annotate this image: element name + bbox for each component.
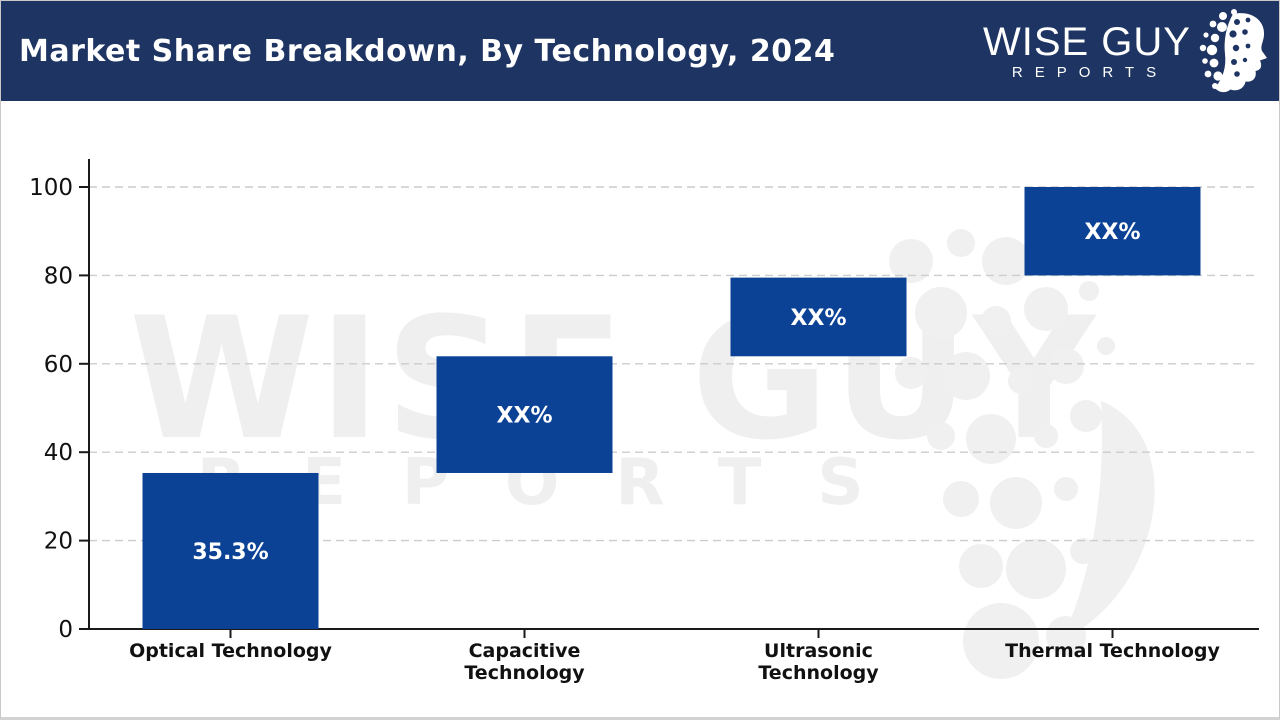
x-category-label: Ultrasonic	[764, 640, 873, 662]
logo-name: WISE GUY	[982, 20, 1191, 64]
bar-value-label: 35.3%	[192, 540, 268, 565]
logo-text: WISE GUY REPORTS	[983, 20, 1191, 82]
x-category-label: Technology	[758, 662, 879, 684]
bar-value-label: XX%	[791, 306, 847, 331]
y-tick-label: 0	[58, 617, 73, 643]
y-tick-label: 60	[44, 352, 73, 378]
y-tick-label: 100	[29, 175, 73, 201]
bar-chart: 0 20 40 60 80 100 35.3% Optical Technology XX% Ca…	[29, 159, 1259, 684]
plot-area: WISE GUY REPORTS 0 20 40 60	[1, 101, 1279, 717]
x-category-label: Thermal Technology	[1005, 640, 1220, 662]
bar-value-label: XX%	[1085, 220, 1141, 245]
wise-guy-logo: WISE GUY REPORTS	[983, 8, 1279, 94]
y-tick-label: 20	[44, 529, 73, 555]
y-tick-label: 40	[44, 440, 73, 466]
bar-capacitive-technology	[436, 356, 613, 473]
bar-thermal-technology	[1024, 187, 1201, 276]
bar-optical-technology	[142, 472, 319, 629]
dotted-head-icon	[1199, 9, 1267, 93]
y-tick-label: 80	[44, 263, 73, 289]
logo-subtitle: REPORTS	[1011, 64, 1169, 81]
x-category-label: Technology	[464, 662, 585, 684]
header: Market Share Breakdown, By Technology, 2…	[1, 1, 1279, 101]
bar-ultrasonic-technology	[730, 277, 907, 357]
chart-title: Market Share Breakdown, By Technology, 2…	[19, 33, 836, 69]
x-category-label: Capacitive	[469, 640, 581, 662]
bar-value-label: XX%	[497, 404, 553, 429]
x-category-label: Optical Technology	[129, 640, 332, 662]
